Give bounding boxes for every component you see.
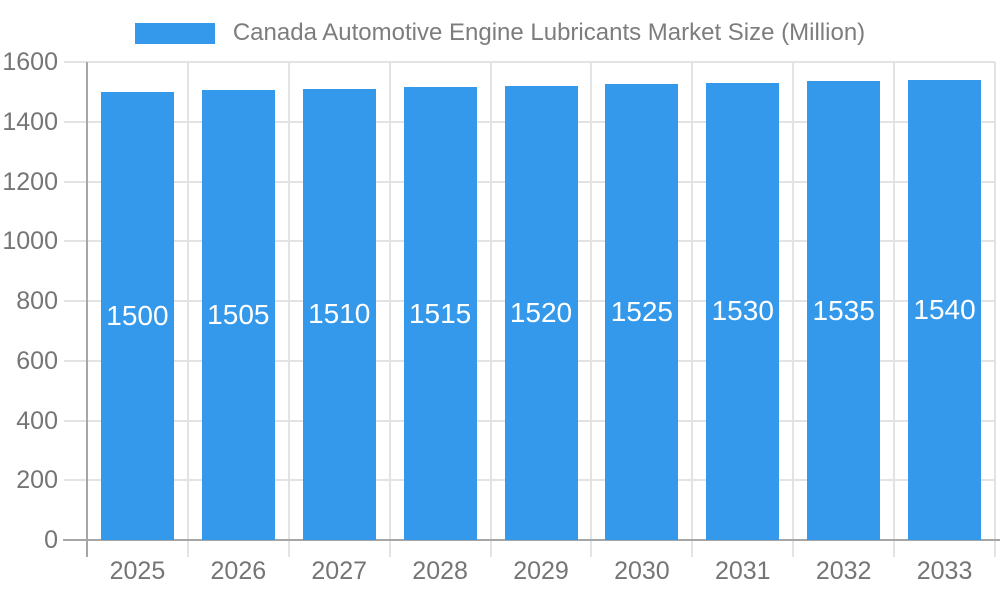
bar [100, 91, 174, 540]
legend-swatch [134, 22, 215, 44]
chart-title: Canada Automotive Engine Lubricants Mark… [232, 19, 866, 46]
bar-value-label: 1525 [610, 296, 674, 328]
x-axis-tick-label: 2028 [412, 557, 468, 585]
x-axis-tick-label: 2029 [513, 557, 569, 585]
y-axis-tick-label: 400 [16, 406, 58, 435]
bar [605, 84, 679, 540]
bar [908, 79, 982, 540]
bar-value-label: 1500 [106, 299, 169, 331]
legend: Canada Automotive Engine Lubricants Mark… [0, 12, 1000, 54]
y-axis-tick-label: 0 [44, 526, 58, 554]
bar [302, 88, 376, 540]
bar-value-label: 1510 [308, 298, 371, 330]
h-gridline [64, 61, 995, 63]
x-axis-tick-label: 2025 [109, 557, 166, 585]
v-gridline [994, 62, 996, 557]
bar [403, 87, 477, 540]
y-axis-tick-label: 1400 [2, 107, 58, 136]
v-gridline [590, 62, 593, 557]
v-gridline [792, 62, 795, 557]
x-axis-tick-label: 2032 [815, 557, 872, 585]
bar-value-label: 1530 [711, 295, 774, 327]
v-gridline [388, 62, 391, 557]
x-axis-line [63, 539, 1000, 541]
v-gridline [691, 62, 694, 557]
y-axis-tick-label: 600 [16, 346, 58, 375]
x-axis-tick-label: 2027 [311, 557, 368, 585]
bar-value-label: 1540 [913, 293, 976, 325]
bar [807, 81, 881, 540]
v-gridline [893, 62, 896, 557]
y-axis-tick-label: 800 [16, 287, 58, 315]
x-axis-tick-label: 2031 [714, 557, 771, 585]
bar-value-label: 1535 [812, 294, 875, 326]
v-gridline [287, 62, 290, 557]
y-axis-tick-label: 200 [16, 466, 58, 495]
bar-value-label: 1505 [207, 299, 270, 331]
v-gridline [186, 62, 189, 557]
y-axis-tick-label: 1000 [2, 227, 58, 256]
x-axis-tick-label: 2030 [614, 557, 670, 585]
bar [706, 82, 780, 540]
y-axis-tick-label: 1600 [2, 48, 58, 76]
bar-value-label: 1515 [408, 297, 472, 329]
x-axis-tick-label: 2026 [210, 557, 267, 585]
bar-value-label: 1520 [509, 296, 573, 328]
x-axis-tick-label: 2033 [916, 557, 973, 585]
v-gridline [489, 62, 492, 557]
y-axis-line [86, 62, 88, 557]
y-axis-tick-label: 1200 [2, 167, 58, 196]
bar [504, 85, 578, 540]
bar [201, 90, 275, 540]
